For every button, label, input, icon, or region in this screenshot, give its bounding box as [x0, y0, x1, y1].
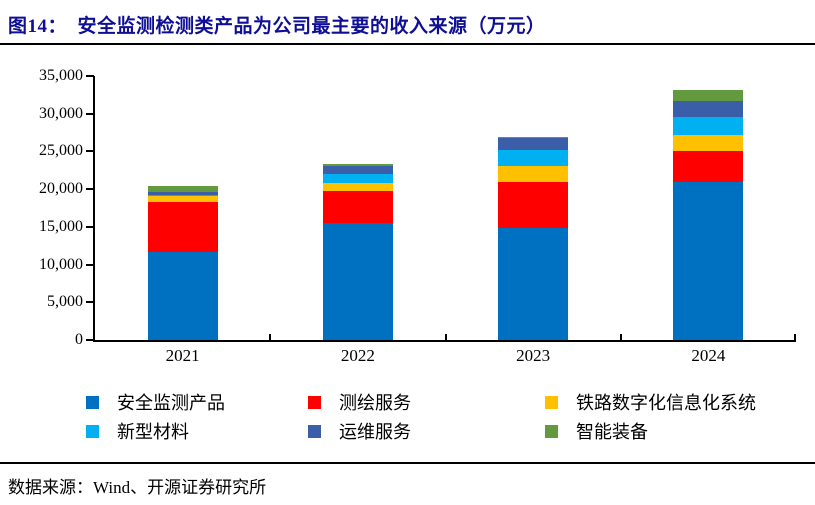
- y-axis-tick: [86, 150, 94, 153]
- bar-segment: [498, 165, 569, 182]
- bar-segment: [322, 191, 393, 224]
- legend-item: 安全监测产品: [86, 391, 225, 413]
- bar-segment: [673, 134, 744, 152]
- x-axis-tick: [619, 334, 622, 340]
- bar-segment: [673, 100, 744, 118]
- bar-segment: [498, 149, 569, 166]
- y-axis-tick: [86, 339, 94, 341]
- y-axis-tick: [86, 301, 94, 304]
- bar-segment: [673, 181, 744, 340]
- bar-segment: [498, 228, 569, 340]
- legend-label: 铁路数字化信息化系统: [576, 393, 756, 413]
- stacked-bar-2021: [147, 185, 218, 340]
- bar-segment: [322, 223, 393, 340]
- bar-segment: [673, 117, 744, 135]
- legend-item: 铁路数字化信息化系统: [545, 391, 756, 413]
- legend-label: 测绘服务: [339, 393, 411, 413]
- stacked-bar-2022: [322, 164, 393, 340]
- x-axis-tick: [444, 334, 447, 340]
- bar-segment: [322, 182, 393, 192]
- y-axis-label: 20,000: [39, 180, 83, 198]
- x-axis-tick: [794, 334, 796, 340]
- legend-label: 智能装备: [576, 422, 648, 442]
- bar-segment: [147, 196, 218, 203]
- y-axis-label: 15,000: [39, 217, 83, 235]
- bar-segment: [147, 185, 218, 192]
- plot-area: 0 5,000 10,000 15,000 20,000 25,000 30,000 35,0…: [39, 67, 796, 365]
- legend-item: 新型材料: [86, 420, 189, 442]
- x-axis-label: 2024: [691, 346, 726, 365]
- y-axis-label: 25,000: [39, 142, 83, 160]
- legend-swatch-icon: [545, 395, 558, 409]
- figure-title: 图14： 安全监测检测类产品为公司最主要的收入来源（万元）: [8, 16, 546, 37]
- y-axis-tick: [86, 112, 94, 115]
- y-axis-label: 10,000: [39, 255, 83, 273]
- source-divider: [0, 462, 815, 464]
- y-axis-tick: [86, 188, 94, 191]
- legend-swatch-icon: [308, 395, 321, 409]
- y-axis-label: 0: [75, 331, 83, 348]
- y-axis-tick: [86, 263, 94, 266]
- bar-segment: [147, 202, 218, 252]
- bar-segment: [147, 251, 218, 340]
- data-source-note: 数据来源：Wind、开源证券研究所: [8, 478, 267, 497]
- legend-item: 测绘服务: [308, 391, 411, 413]
- stacked-bar-2023: [498, 137, 569, 340]
- y-axis-label: 30,000: [39, 104, 83, 122]
- legend-label: 新型材料: [117, 422, 189, 442]
- x-axis-tick: [269, 334, 272, 340]
- x-axis-label: 2022: [340, 346, 375, 365]
- bar-segment: [322, 166, 393, 175]
- bar-segment: [322, 164, 393, 167]
- title-divider: [0, 43, 815, 45]
- x-axis-label: 2023: [516, 346, 551, 365]
- legend-swatch-icon: [308, 424, 321, 438]
- bar-segment: [498, 137, 569, 139]
- stacked-bar-2024: [673, 89, 744, 340]
- bar-segment: [498, 138, 569, 150]
- legend-item: 运维服务: [308, 420, 411, 442]
- legend-swatch-icon: [86, 424, 99, 438]
- y-axis-label: 5,000: [47, 293, 83, 311]
- legend-label: 安全监测产品: [117, 393, 225, 413]
- y-axis-label: 35,000: [39, 67, 83, 84]
- bar-segment: [498, 181, 569, 229]
- legend-label: 运维服务: [339, 422, 411, 442]
- bar-segment: [673, 89, 744, 101]
- y-axis-tick: [86, 75, 94, 77]
- x-axis-label: 2021: [165, 346, 200, 365]
- legend-swatch-icon: [86, 395, 99, 409]
- bar-segment: [147, 191, 218, 196]
- bar-segment: [147, 195, 218, 197]
- legend-item: 智能装备: [545, 420, 648, 442]
- bar-segment: [322, 174, 393, 183]
- bar-segment: [673, 151, 744, 182]
- legend-swatch-icon: [545, 424, 558, 438]
- y-axis-tick: [86, 225, 94, 228]
